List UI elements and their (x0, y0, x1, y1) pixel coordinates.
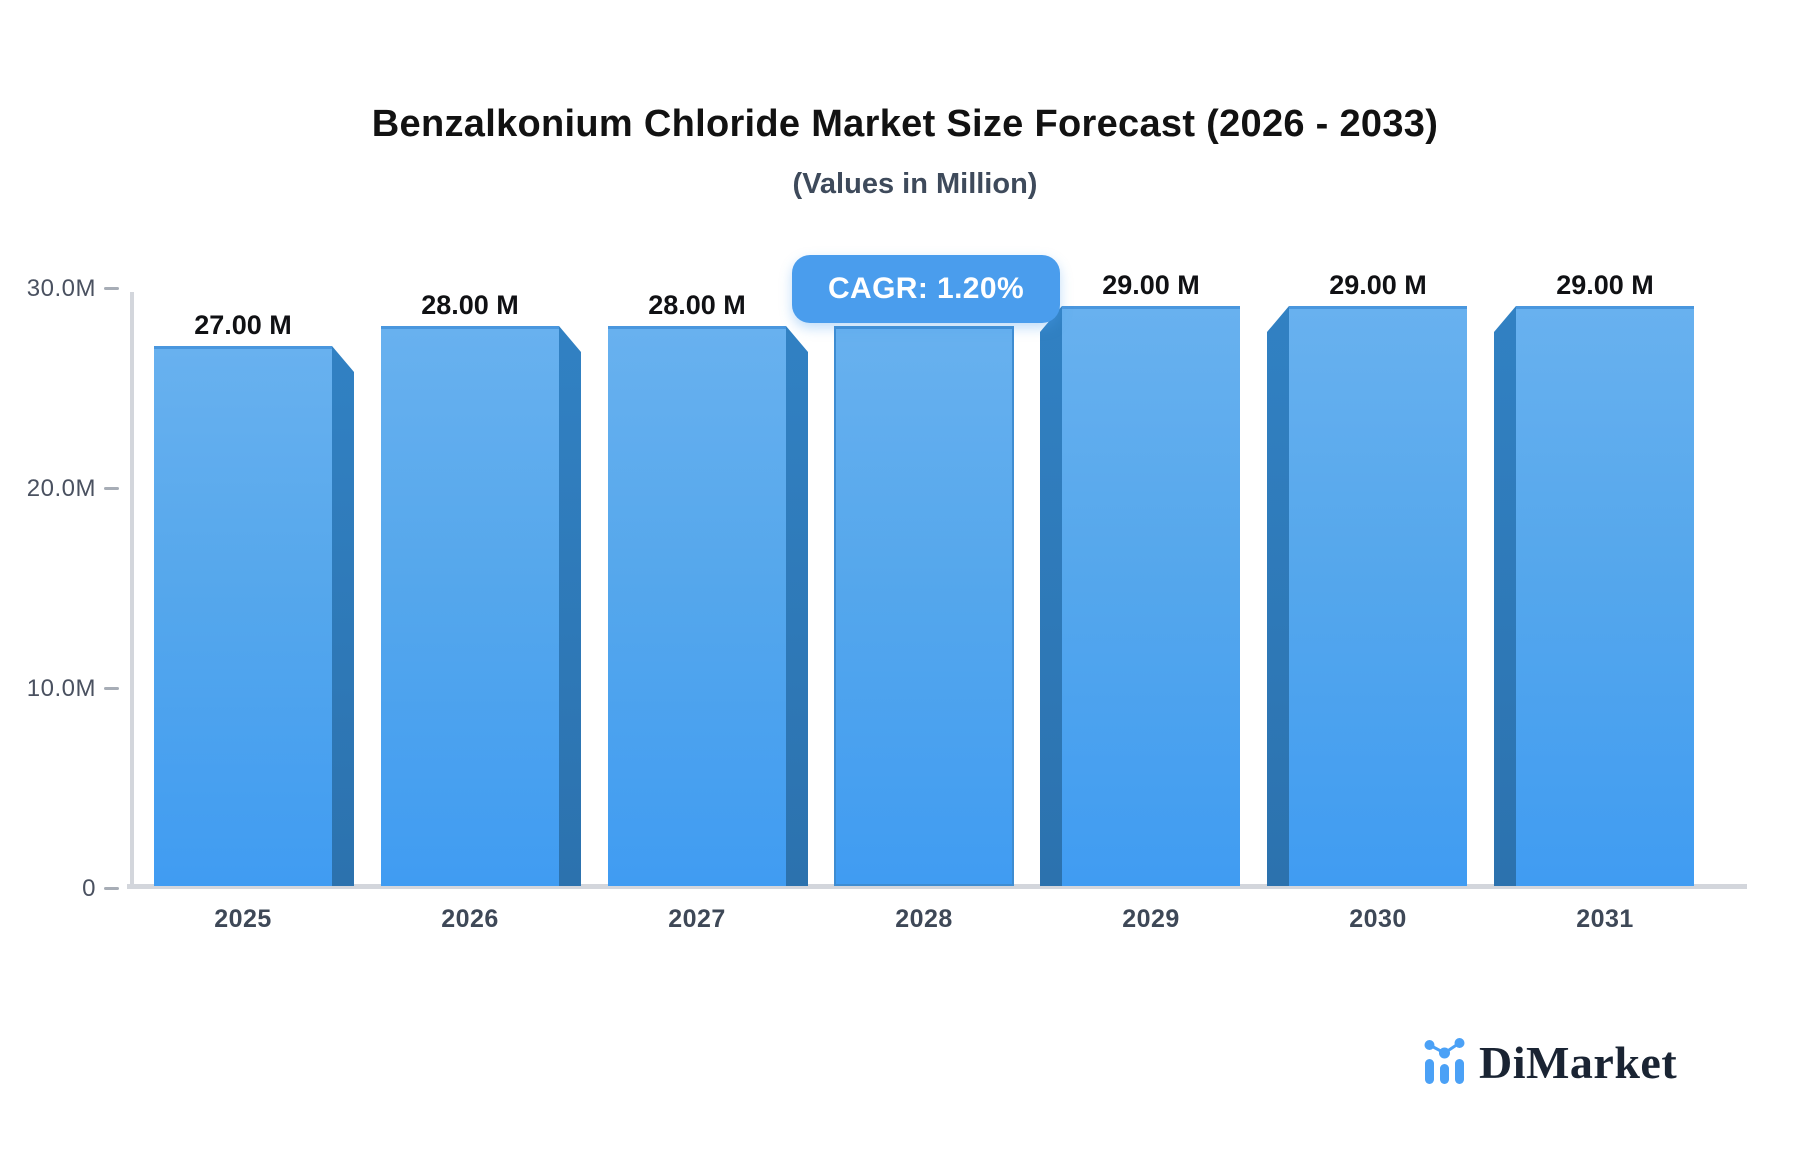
y-axis-label: 10.0M (26, 675, 96, 702)
y-axis-line (130, 292, 134, 886)
bar-2027[interactable] (608, 326, 786, 886)
x-axis-label-2028: 2028 (895, 905, 953, 933)
brand-logo: DiMarket (1424, 1036, 1678, 1088)
bar-value-label: 29.00 M (1102, 270, 1200, 300)
bar-side-shade-2025 (332, 346, 354, 886)
x-axis-label-2030: 2030 (1349, 905, 1407, 933)
x-axis-baseline (127, 884, 1747, 889)
chart-subtitle: (Values in Million) (792, 168, 1038, 200)
bar-2030[interactable] (1289, 306, 1467, 886)
bar-2031[interactable] (1516, 306, 1694, 886)
bar-side-shade-2026 (559, 326, 581, 886)
y-axis-label: 20.0M (26, 475, 96, 502)
y-axis-tick (104, 687, 119, 690)
bar-value-label: 29.00 M (1556, 270, 1654, 300)
bar-side-shade-2030 (1267, 306, 1289, 886)
bar-side-shade-2029 (1040, 306, 1062, 886)
bar-value-label: 27.00 M (194, 310, 292, 340)
cagr-badge: CAGR: 1.20% (792, 255, 1060, 323)
mini-bar-chart-icon (1424, 1036, 1466, 1084)
y-axis-tick (104, 887, 119, 890)
bar-2029[interactable] (1062, 306, 1240, 886)
x-axis-label-2025: 2025 (214, 905, 272, 933)
bar-value-label: 29.00 M (1329, 270, 1427, 300)
y-axis-tick (104, 287, 119, 290)
x-axis-label-2029: 2029 (1122, 905, 1180, 933)
x-axis-label-2031: 2031 (1576, 905, 1634, 933)
y-axis-label: 0 (82, 875, 96, 902)
bar-2028[interactable] (834, 326, 1014, 886)
bar-side-shade-2027 (786, 326, 808, 886)
x-axis-label-2026: 2026 (441, 905, 499, 933)
y-axis-tick (104, 487, 119, 490)
bar-2026[interactable] (381, 326, 559, 886)
bar-side-shade-2031 (1494, 306, 1516, 886)
x-axis-label-2027: 2027 (668, 905, 726, 933)
brand-logo-text: DiMarket (1479, 1036, 1678, 1088)
bar-2025[interactable] (154, 346, 332, 886)
chart-title: Benzalkonium Chloride Market Size Foreca… (371, 103, 1439, 145)
bar-value-label: 28.00 M (421, 290, 519, 320)
y-axis-label: 30.0M (26, 275, 96, 302)
bar-value-label: 28.00 M (648, 290, 746, 320)
